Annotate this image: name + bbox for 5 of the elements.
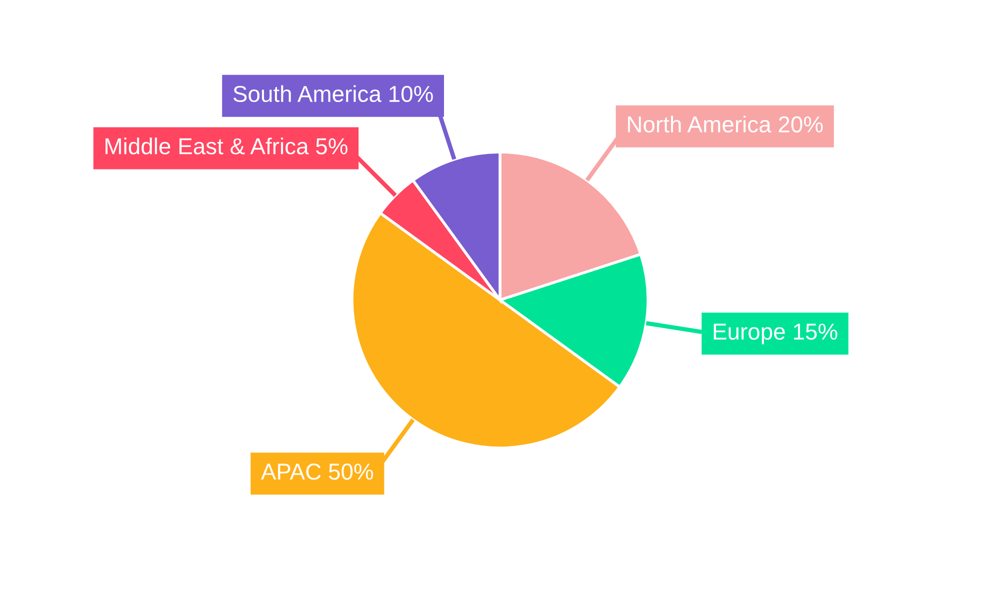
- slice-label: Middle East & Africa 5%: [106, 138, 348, 154]
- slice-label: South America 10%: [233, 85, 433, 102]
- slice-label: North America 20%: [628, 116, 823, 133]
- slice-label: APAC 50%: [260, 464, 374, 480]
- slice-label: Europe 15%: [714, 324, 838, 344]
